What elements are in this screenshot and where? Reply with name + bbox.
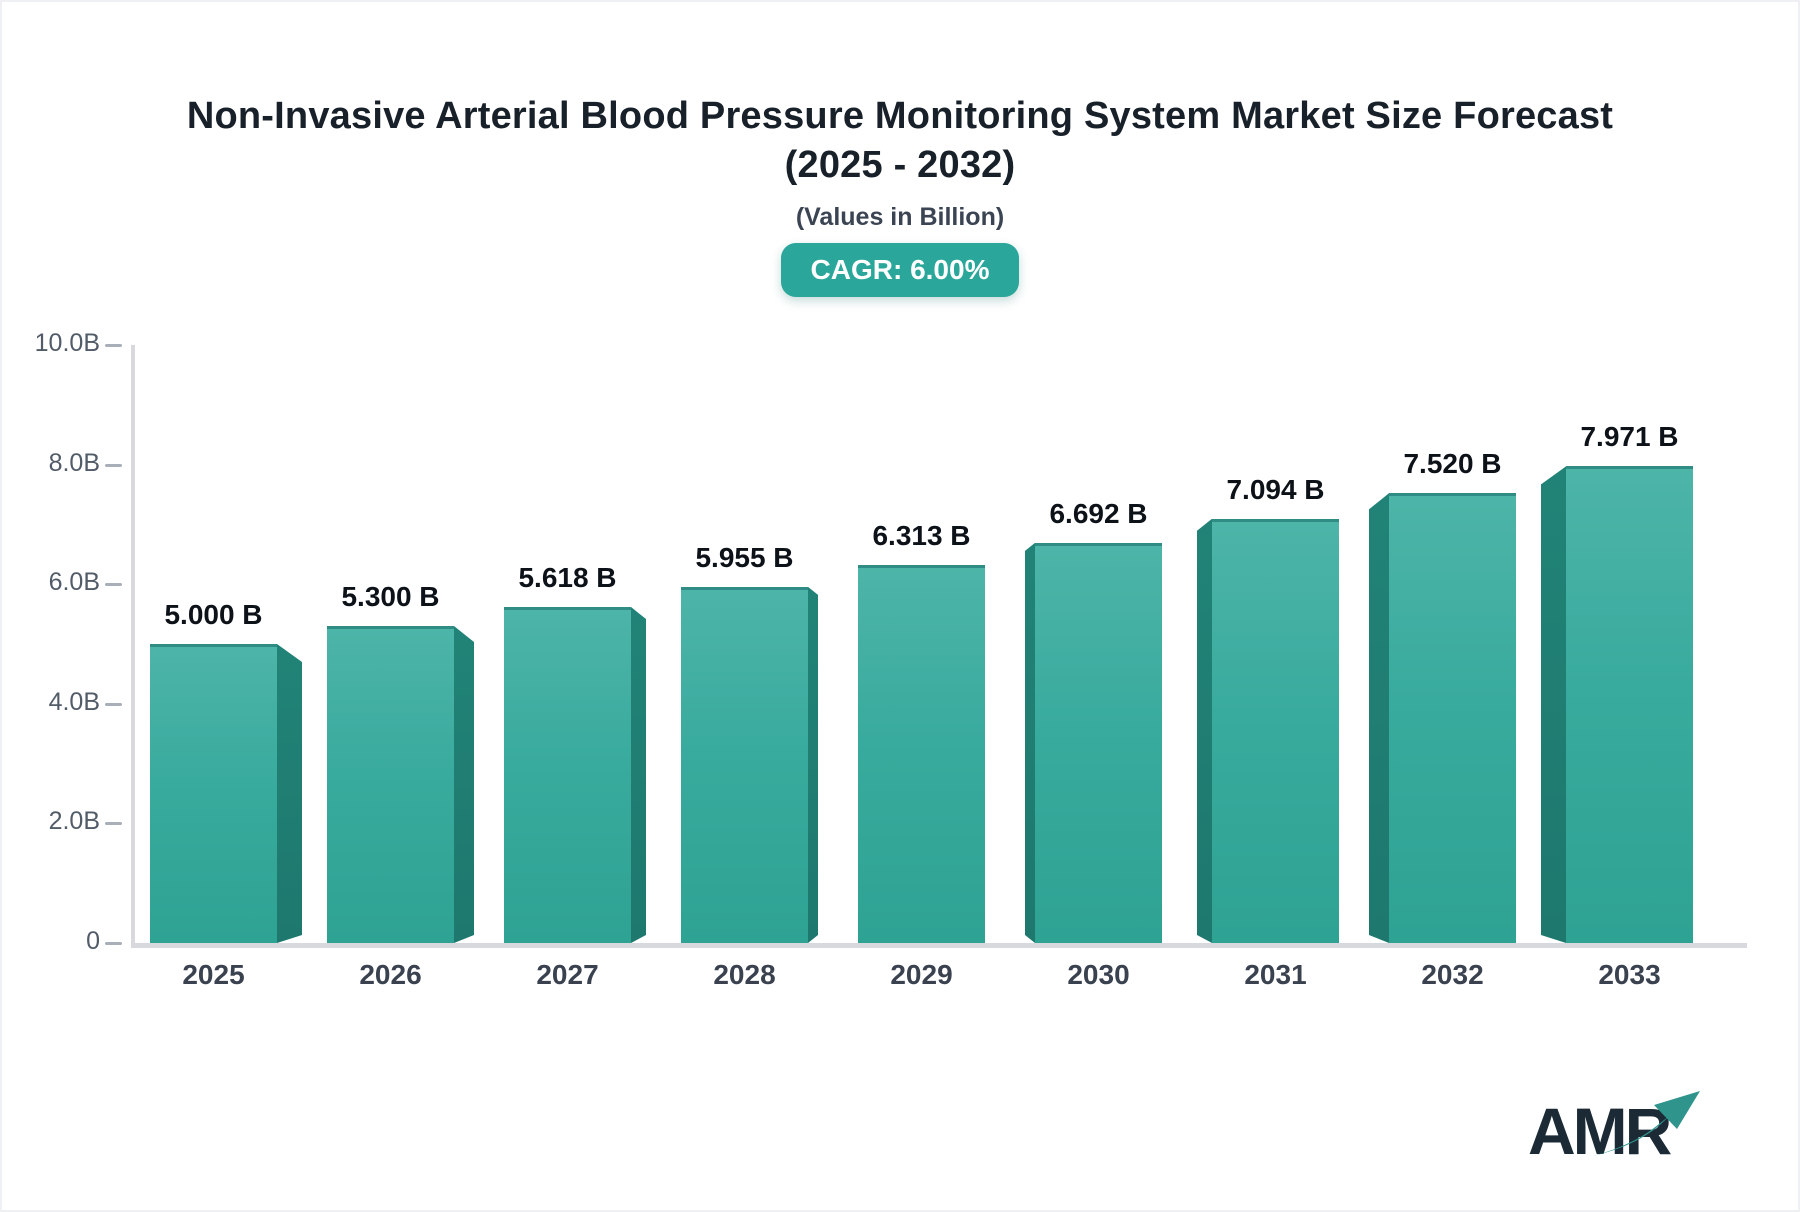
bar-side-face-2028 (808, 587, 818, 943)
amr-logo-arrowhead-icon (1654, 1091, 1700, 1129)
bar-2030 (1035, 542, 1162, 943)
bar-value-label-2031: 7.094 B (1226, 473, 1325, 505)
chart-header: Non-Invasive Arterial Blood Pressure Mon… (0, 92, 1800, 297)
bar-value-label-2033: 7.971 B (1580, 421, 1679, 453)
bar-2032 (1389, 493, 1516, 943)
bar-value-label-2030: 6.692 B (1049, 497, 1148, 529)
chart-subtitle: (Values in Billion) (795, 203, 1005, 231)
y-axis-tick-label: 8.0B (48, 448, 100, 477)
bar-value-label-2032: 7.520 B (1403, 448, 1502, 480)
bar-side-face-2027 (631, 607, 646, 943)
bar-side-face-2030 (1025, 543, 1035, 943)
chart-title-line1: Non-Invasive Arterial Blood Pressure Mon… (186, 95, 1614, 137)
bar-2025 (150, 644, 277, 943)
y-axis-tick-mark (105, 822, 122, 826)
bar-side-face-2025 (277, 644, 302, 943)
x-axis-label-2032: 2032 (1421, 959, 1484, 990)
bar-2033 (1566, 466, 1693, 943)
bar-2031 (1212, 518, 1339, 943)
bar-value-label-2025: 5.000 B (164, 599, 263, 630)
y-axis-tick-label: 0 (86, 927, 100, 955)
y-axis-tick-mark (105, 344, 122, 347)
x-axis-line (131, 943, 1747, 948)
bar-side-face-2031 (1197, 519, 1212, 943)
y-axis-tick-label: 10.0B (34, 329, 100, 357)
x-axis-label-2029: 2029 (890, 959, 953, 990)
amr-logo: AMR (1528, 1091, 1700, 1168)
bar-side-face-2032 (1369, 493, 1389, 943)
y-axis-tick-label: 6.0B (48, 568, 100, 597)
bar-2027 (504, 607, 631, 943)
bar-side-face-2033 (1541, 466, 1566, 943)
y-axis-tick-mark (105, 583, 122, 587)
bar-value-label-2026: 5.300 B (341, 581, 440, 613)
cagr-badge: CAGR: 6.00% (780, 243, 1020, 297)
x-axis-label-2026: 2026 (359, 959, 422, 990)
bar-2028 (681, 586, 808, 943)
bar-2029 (858, 565, 985, 943)
x-axis-label-2033: 2033 (1598, 959, 1661, 990)
y-axis-tick-mark (105, 942, 122, 945)
chart-title-line2: (2025 - 2032) (784, 144, 1016, 186)
bar-value-label-2029: 6.313 B (872, 520, 971, 552)
y-axis-tick-mark (105, 702, 122, 706)
x-axis-label-2025: 2025 (182, 959, 245, 990)
y-axis-tick-label: 4.0B (48, 687, 100, 716)
bar-value-label-2028: 5.955 B (695, 541, 794, 573)
bar-side-face-2026 (454, 626, 474, 943)
x-axis-label-2027: 2027 (536, 959, 599, 990)
bar-value-label-2027: 5.618 B (518, 562, 617, 594)
x-axis-label-2028: 2028 (713, 959, 776, 990)
x-axis-label-2031: 2031 (1244, 959, 1307, 990)
bar-2026 (327, 626, 454, 943)
y-axis-tick-mark (105, 463, 122, 467)
y-axis-line (131, 345, 135, 946)
x-axis-label-2030: 2030 (1067, 959, 1130, 990)
y-axis-tick-label: 2.0B (48, 807, 100, 836)
